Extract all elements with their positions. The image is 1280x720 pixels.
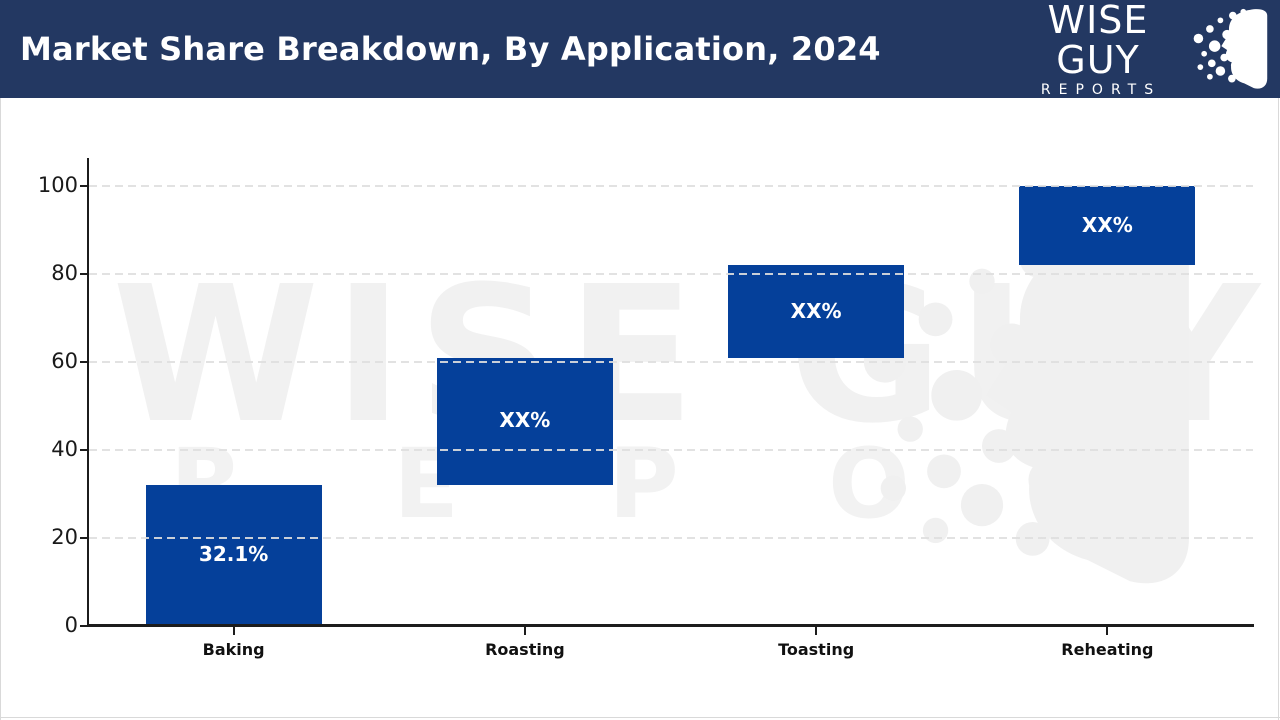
x-tick-mark [232, 627, 235, 635]
y-tick-label: 40 [51, 437, 78, 461]
x-axis-line [87, 624, 1254, 627]
y-tick-mark [80, 625, 88, 627]
wise-guy-logo: WISE GUY REPORTS [1008, 0, 1268, 98]
bar-value-label: 32.1% [198, 542, 269, 567]
gridline-20 [89, 537, 1253, 539]
bar-value-label: XX% [499, 408, 551, 433]
gridline-40 [89, 449, 1253, 451]
bar-baking [145, 484, 322, 626]
y-tick-mark [80, 449, 88, 451]
logo-text: WISE GUY REPORTS [1008, 0, 1188, 98]
bar-value-label: XX% [790, 298, 842, 323]
page-bottom-border [0, 717, 1280, 718]
page-title: Market Share Breakdown, By Application, … [20, 30, 881, 68]
bar-value-label: XX% [1081, 212, 1133, 237]
gridline-80 [89, 273, 1253, 275]
gridline-60 [89, 361, 1253, 363]
y-tick-label: 60 [51, 349, 78, 373]
x-tick-mark [523, 627, 526, 635]
page-right-border [1278, 98, 1279, 720]
x-tick-mark [815, 627, 818, 635]
x-tick-label-reheating: Reheating [1061, 640, 1154, 659]
y-tick-label: 20 [51, 525, 78, 549]
header-bar: Market Share Breakdown, By Application, … [0, 0, 1280, 98]
gridline-100 [89, 185, 1253, 187]
y-tick-label: 100 [37, 173, 78, 197]
bar-roasting [436, 358, 613, 485]
y-tick-mark [80, 361, 88, 363]
logo-sub-text: REPORTS [1040, 82, 1162, 98]
y-tick-label: 0 [64, 613, 78, 637]
y-axis-line [87, 158, 89, 627]
x-tick-label-roasting: Roasting [485, 640, 565, 659]
y-tick-label: 80 [51, 261, 78, 285]
x-tick-mark [1106, 627, 1109, 635]
y-tick-mark [80, 185, 88, 187]
y-tick-mark [80, 273, 88, 275]
page-left-border [0, 98, 1, 720]
logo-brand-text: WISE GUY [1047, 0, 1149, 82]
x-tick-label-baking: Baking [202, 640, 265, 659]
x-tick-label-toasting: Toasting [778, 640, 855, 659]
logo-head-icon [1193, 8, 1268, 89]
y-tick-mark [80, 537, 88, 539]
